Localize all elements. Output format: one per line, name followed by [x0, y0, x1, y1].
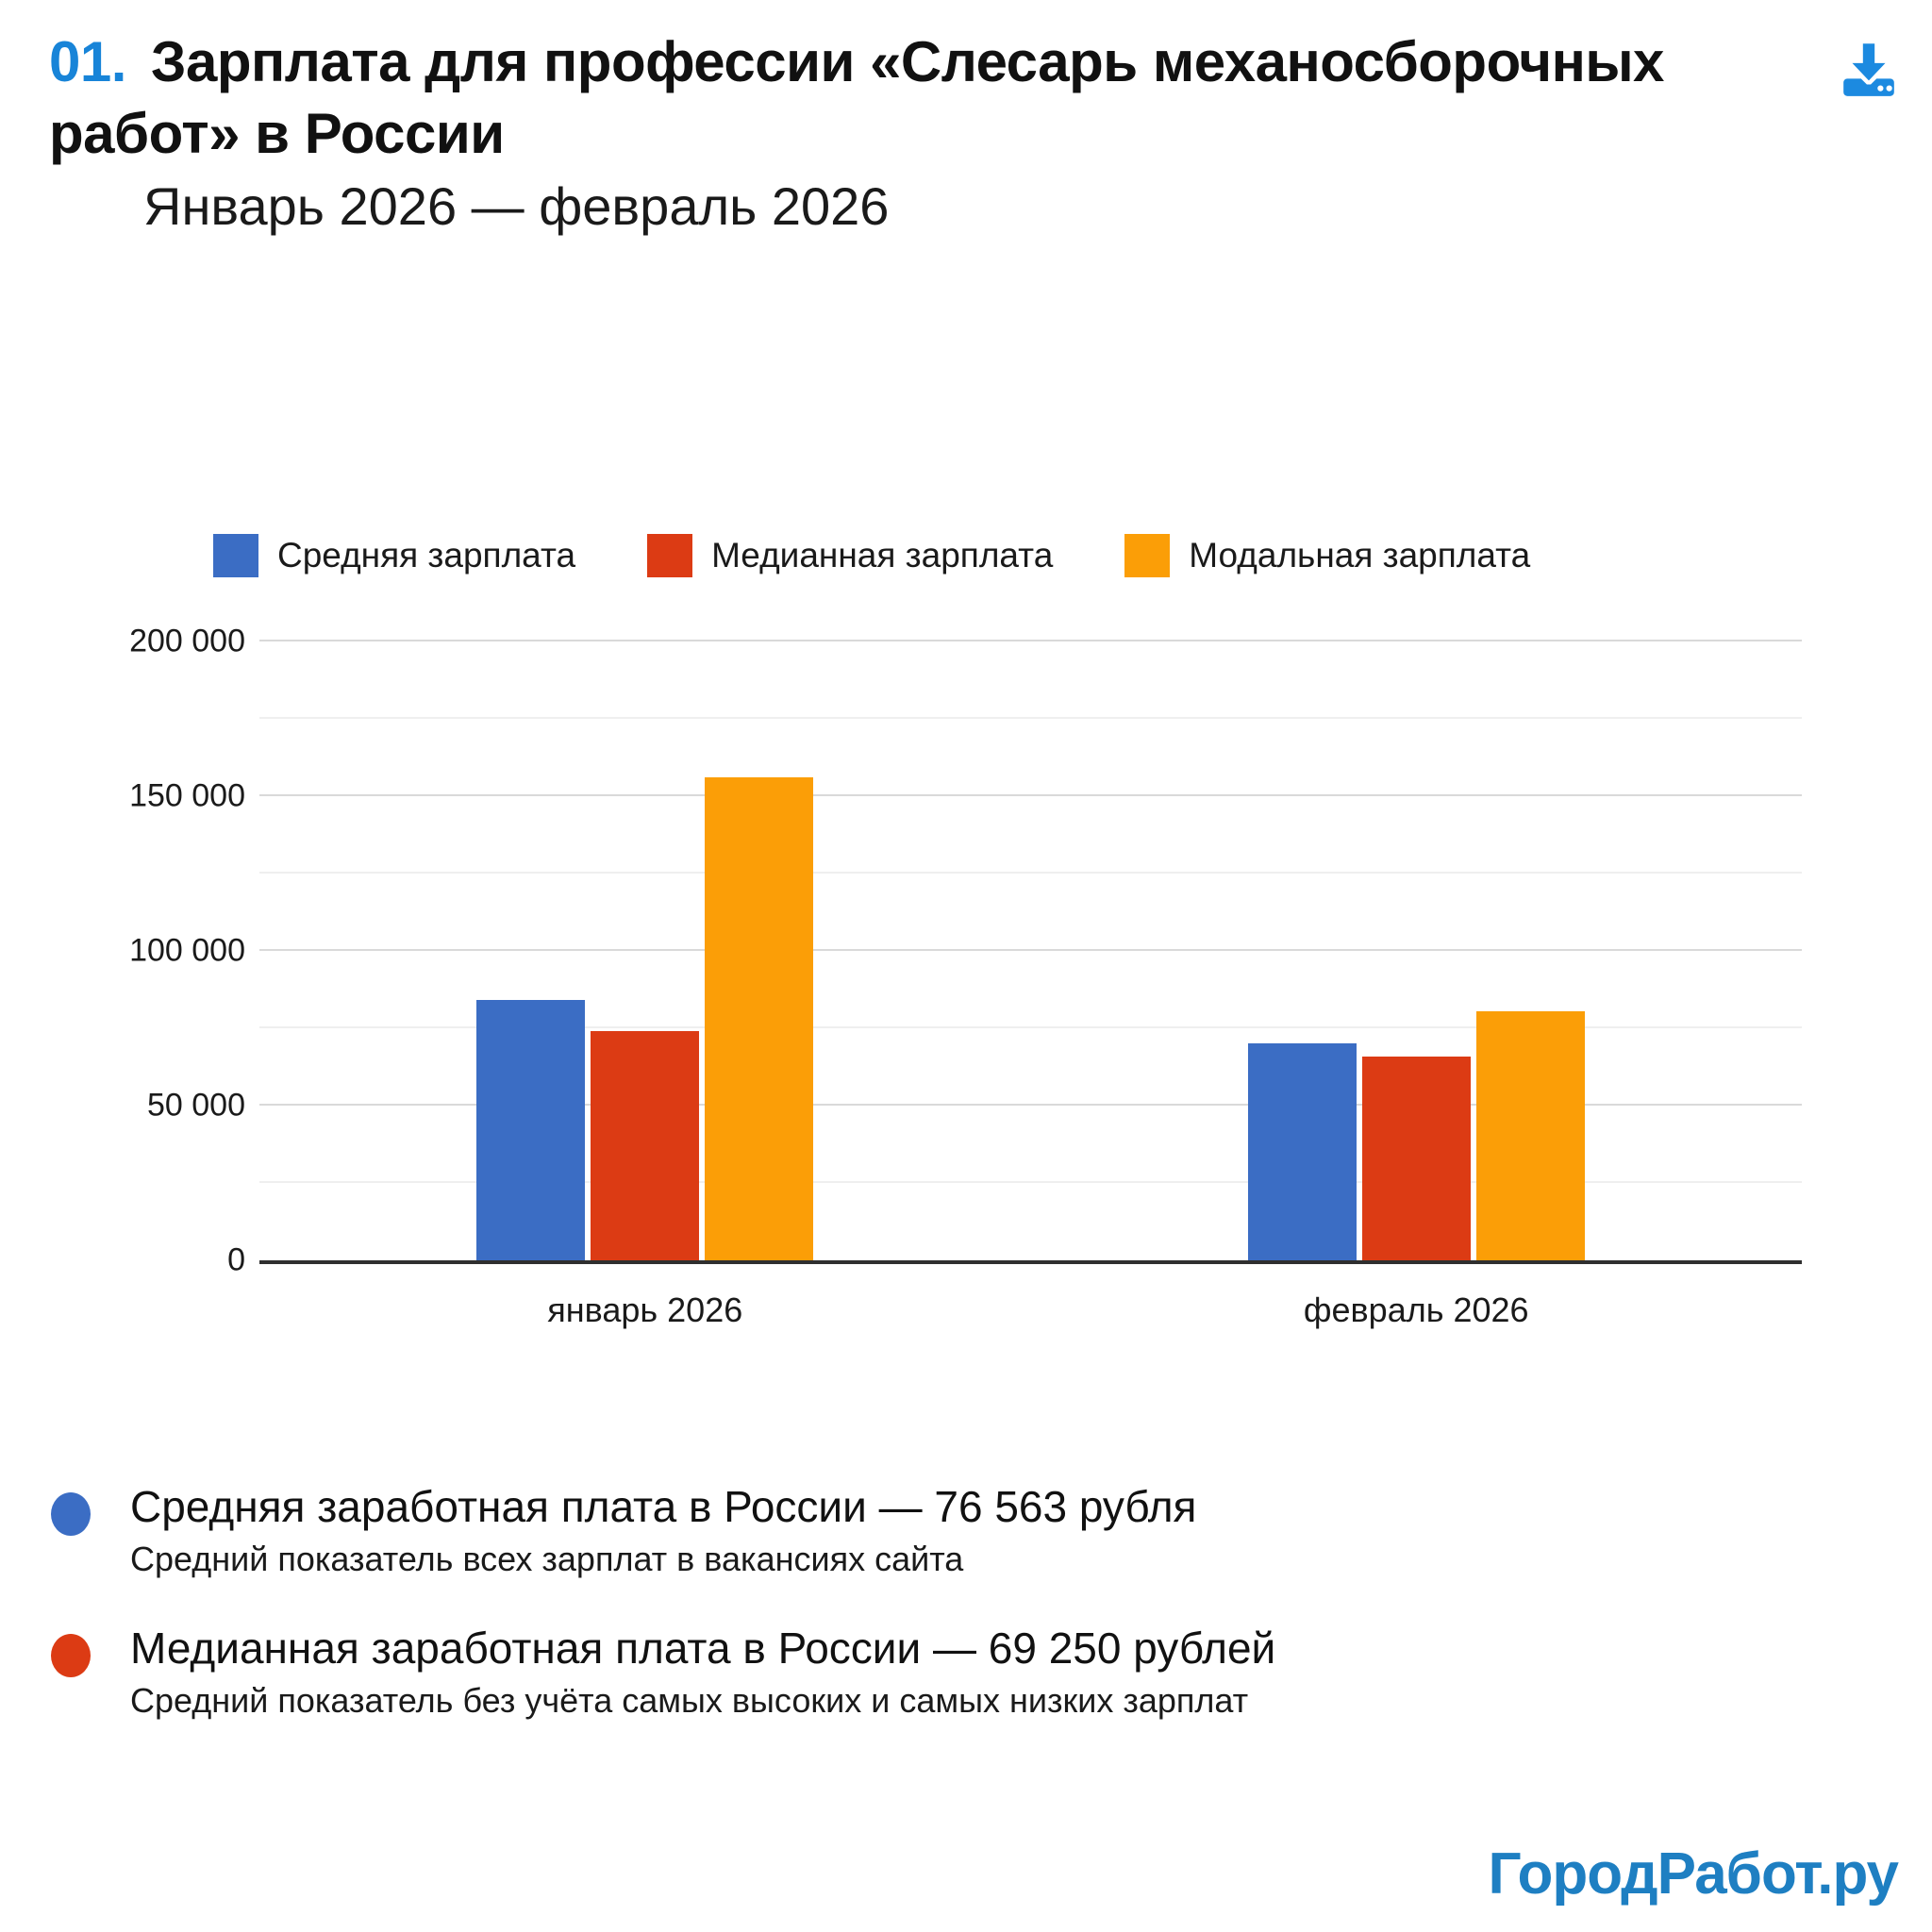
chart-gridline-minor — [259, 717, 1802, 719]
fact-average: Средняя заработная плата в России — 76 5… — [43, 1479, 1836, 1583]
site-logo[interactable]: ГородРабот.ру — [1488, 1841, 1899, 1907]
chart-gridline-major — [259, 794, 1802, 796]
chart-y-tick-label: 50 000 — [147, 1087, 245, 1124]
legend-item-modal[interactable]: Модальная зарплата — [1124, 534, 1530, 577]
chart-y-tick-label: 0 — [227, 1241, 245, 1278]
page-title-text: Зарплата для профессии «Слесарь механосб… — [49, 30, 1664, 165]
chart-bar[interactable] — [1361, 1056, 1471, 1260]
chart-gridline-major — [259, 1104, 1802, 1106]
page-subtitle: Январь 2026 — февраль 2026 — [143, 176, 890, 236]
chart-y-tick-label: 150 000 — [129, 777, 245, 814]
chart-y-tick-label: 200 000 — [129, 623, 245, 659]
chart-gridline-major — [259, 949, 1802, 951]
chart-x-group-label: февраль 2026 — [1303, 1291, 1529, 1329]
fact-median: Медианная заработная плата в России — 69… — [43, 1621, 1836, 1724]
chart-gridline-minor — [259, 1181, 1802, 1183]
legend-label-average: Средняя зарплата — [277, 536, 576, 575]
salary-bar-chart: 0 50 000 100 000 150 000 200 000 январь 2026… — [57, 623, 1802, 1329]
fact-median-sub: Средний показатель без учёта самых высок… — [130, 1681, 1249, 1720]
fact-dot-average — [51, 1492, 91, 1536]
chart-legend: Средняя зарплата Медианная зарплата Мода… — [213, 534, 1798, 577]
fact-dot-median — [51, 1634, 91, 1677]
legend-swatch-median — [647, 534, 693, 577]
legend-label-median: Медианная зарплата — [711, 536, 1054, 575]
chart-bar[interactable] — [591, 1031, 700, 1260]
legend-item-median[interactable]: Медианная зарплата — [647, 534, 1053, 577]
chart-gridline-minor — [259, 872, 1802, 874]
section-number: 01. — [49, 30, 126, 93]
chart-bar[interactable] — [1247, 1043, 1357, 1260]
chart-bar[interactable] — [1475, 1010, 1585, 1260]
chart-gridline-major — [259, 640, 1802, 641]
fact-average-main: Средняя заработная плата в России — 76 5… — [130, 1482, 1197, 1531]
facts-list: Средняя заработная плата в России — 76 5… — [43, 1479, 1836, 1762]
chart-bars-layer — [259, 641, 1802, 1260]
chart-gridline-minor — [259, 1026, 1802, 1028]
legend-label-modal: Модальная зарплата — [1189, 536, 1531, 575]
chart-y-tick-label: 100 000 — [129, 932, 245, 969]
chart-bar[interactable] — [705, 777, 814, 1260]
page-title: 01. Зарплата для профессии «Слесарь механ… — [49, 26, 1775, 170]
fact-average-sub: Средний показатель всех зарплат в ваканс… — [130, 1540, 964, 1578]
chart-x-axis — [259, 1260, 1802, 1264]
page-header: 01. Зарплата для профессии «Слесарь механ… — [49, 26, 1775, 238]
fact-median-main: Медианная заработная плата в России — 69… — [130, 1624, 1276, 1673]
legend-swatch-modal — [1124, 534, 1171, 577]
chart-plot-area — [259, 640, 1802, 1264]
download-icon[interactable] — [1838, 38, 1900, 100]
legend-swatch-average — [213, 534, 258, 577]
chart-x-group-label: январь 2026 — [547, 1291, 743, 1329]
legend-item-average[interactable]: Средняя зарплата — [213, 534, 575, 577]
chart-bar[interactable] — [476, 1000, 586, 1260]
